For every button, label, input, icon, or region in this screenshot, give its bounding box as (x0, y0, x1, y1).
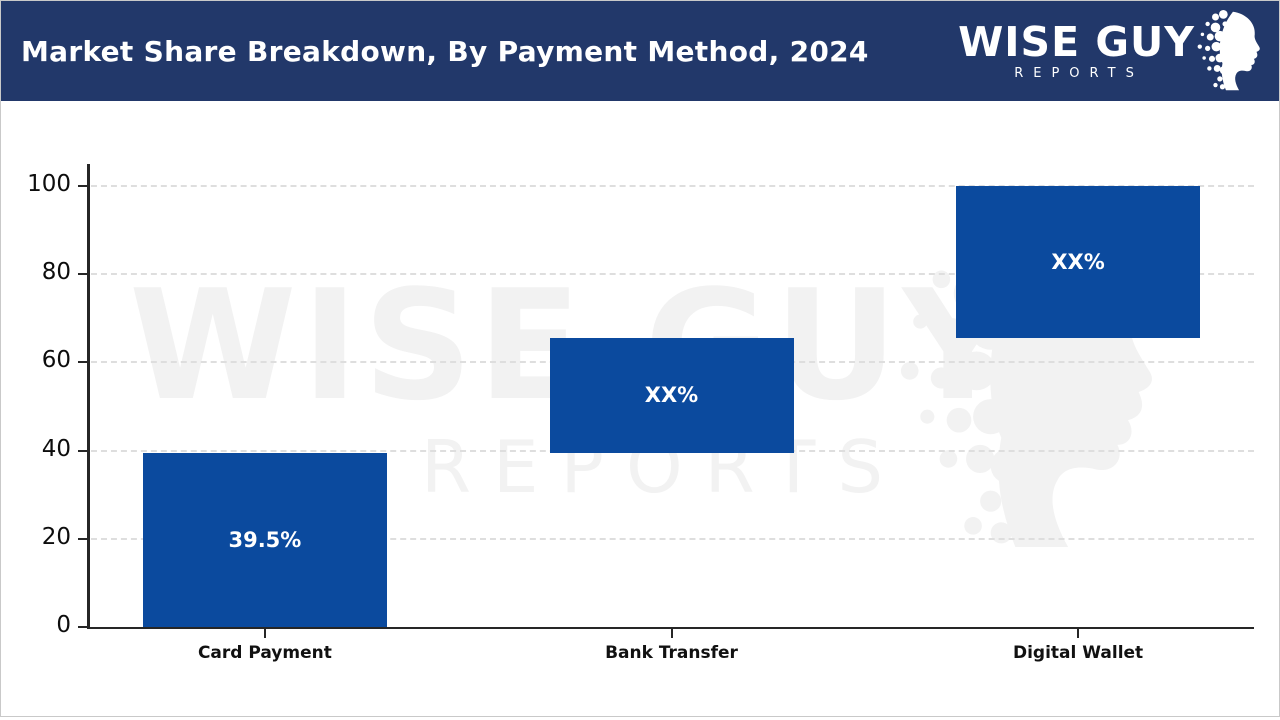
gridline (91, 273, 1254, 276)
y-tick (78, 361, 89, 364)
y-axis-spine (87, 164, 90, 629)
bar: XX% (956, 186, 1201, 339)
y-tick (78, 273, 89, 276)
x-axis-label: Digital Wallet (1012, 643, 1144, 663)
bar-value-label: XX% (1051, 250, 1105, 275)
y-tick-label: 80 (41, 259, 71, 286)
x-tick (263, 629, 266, 638)
face-profile-icon (1197, 10, 1260, 91)
wise-guy-logo: WISE GUY REPORTS (958, 10, 1265, 92)
bar: 39.5% (142, 452, 387, 627)
logo-line2: REPORTS (1014, 66, 1144, 81)
x-axis-label: Card Payment (197, 643, 332, 663)
page-title: Market Share Breakdown, By Payment Metho… (21, 34, 869, 68)
x-tick (670, 629, 673, 638)
y-tick-label: 0 (56, 612, 71, 638)
y-tick (78, 185, 89, 188)
logo-line1: WISE GUY (958, 18, 1195, 66)
logo-wordmark: WISE GUY REPORTS (958, 18, 1195, 81)
header: Market Share Breakdown, By Payment Metho… (1, 1, 1279, 101)
bar-value-label: 39.5% (228, 527, 302, 552)
x-tick (1077, 629, 1080, 638)
y-tick-label: 100 (27, 171, 71, 198)
y-tick-label: 60 (41, 347, 71, 374)
y-tick (78, 449, 89, 452)
y-tick-label: 40 (41, 435, 71, 462)
bar: XX% (549, 338, 794, 453)
gridline (91, 537, 1254, 540)
y-tick (78, 626, 89, 628)
bar-value-label: XX% (644, 383, 699, 408)
x-axis-spine (87, 626, 1254, 629)
x-axis-label: Bank Transfer (605, 643, 738, 663)
gridline (91, 185, 1254, 188)
y-tick (78, 537, 89, 540)
y-tick-label: 20 (41, 523, 71, 550)
